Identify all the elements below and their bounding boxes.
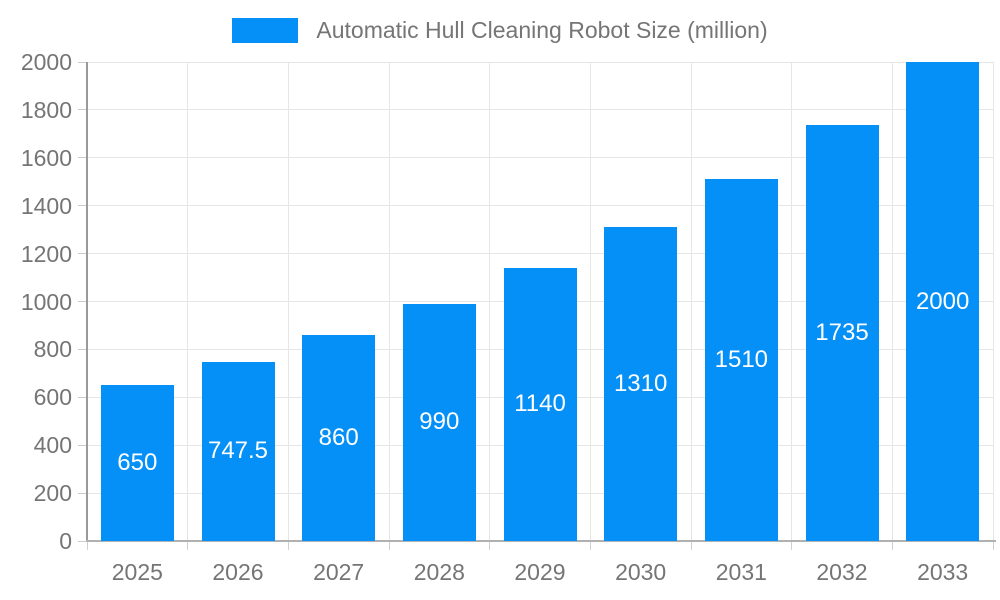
v-gridline bbox=[992, 62, 994, 541]
legend-item[interactable]: Automatic Hull Cleaning Robot Size (mill… bbox=[0, 17, 1000, 44]
v-gridline bbox=[287, 62, 289, 541]
v-gridline bbox=[489, 62, 491, 541]
bar-2027[interactable]: 860 bbox=[302, 335, 376, 541]
x-axis-line bbox=[86, 540, 996, 542]
bar-2028[interactable]: 990 bbox=[402, 303, 476, 541]
y-axis-tick bbox=[78, 61, 86, 63]
x-axis-tick bbox=[388, 542, 390, 550]
h-gridline bbox=[87, 157, 993, 159]
y-axis-tick-label: 2000 bbox=[20, 49, 72, 75]
x-axis-tick bbox=[690, 542, 692, 550]
y-axis-tick-label: 0 bbox=[59, 528, 72, 554]
legend-swatch bbox=[232, 18, 299, 43]
x-axis-label-2030: 2030 bbox=[615, 559, 667, 585]
x-axis-tick bbox=[86, 542, 88, 550]
x-axis-label-2027: 2027 bbox=[313, 559, 365, 585]
y-axis-tick-label: 800 bbox=[33, 336, 72, 363]
v-gridline bbox=[187, 62, 189, 541]
h-gridline bbox=[87, 253, 993, 255]
bar-2031[interactable]: 1510 bbox=[704, 179, 778, 541]
v-gridline bbox=[589, 62, 591, 541]
x-axis-label-2032: 2032 bbox=[816, 559, 868, 585]
y-axis-tick bbox=[78, 396, 86, 398]
y-axis-tick bbox=[78, 348, 86, 350]
y-axis-line bbox=[86, 62, 88, 541]
v-gridline bbox=[891, 62, 893, 541]
y-axis-tick bbox=[78, 492, 86, 494]
bar-value-label: 650 bbox=[117, 449, 158, 477]
bar-value-label: 860 bbox=[318, 424, 359, 451]
bar-2026[interactable]: 747.5 bbox=[201, 361, 275, 541]
y-axis-tick bbox=[78, 444, 86, 446]
y-axis-tick-label: 1800 bbox=[20, 96, 72, 123]
bar-2029[interactable]: 1140 bbox=[503, 267, 577, 541]
y-axis-tick bbox=[78, 205, 86, 207]
h-gridline bbox=[87, 205, 993, 207]
y-axis-tick bbox=[78, 109, 86, 111]
legend-label: Automatic Hull Cleaning Robot Size (mill… bbox=[316, 17, 768, 43]
x-axis-tick bbox=[791, 542, 793, 550]
bar-2025[interactable]: 650 bbox=[100, 385, 174, 541]
bar-2033[interactable]: 2000 bbox=[906, 62, 980, 541]
y-axis-tick-label: 1400 bbox=[20, 192, 72, 219]
x-axis-tick bbox=[489, 542, 491, 550]
y-axis-tick-label: 1200 bbox=[20, 240, 72, 267]
y-axis-tick-label: 600 bbox=[33, 384, 72, 411]
bar-value-label: 2000 bbox=[915, 287, 970, 315]
y-axis-tick bbox=[78, 540, 86, 542]
h-gridline bbox=[87, 61, 993, 63]
x-axis-label-2029: 2029 bbox=[514, 559, 566, 585]
bar-value-label: 1510 bbox=[714, 346, 769, 374]
bar-2032[interactable]: 1735 bbox=[805, 125, 879, 541]
bar-value-label: 990 bbox=[419, 408, 460, 436]
y-axis-tick-label: 400 bbox=[33, 432, 72, 459]
x-axis-label-2028: 2028 bbox=[413, 559, 465, 585]
x-axis-tick bbox=[992, 542, 994, 550]
y-axis-tick bbox=[78, 253, 86, 255]
x-axis-tick bbox=[891, 542, 893, 550]
v-gridline bbox=[388, 62, 390, 541]
x-axis-label-2031: 2031 bbox=[715, 559, 767, 585]
x-axis-tick bbox=[589, 542, 591, 550]
y-axis-tick bbox=[78, 301, 86, 302]
v-gridline bbox=[791, 62, 793, 541]
x-axis-tick bbox=[187, 542, 189, 550]
v-gridline bbox=[690, 62, 692, 541]
x-axis-label-2026: 2026 bbox=[212, 559, 264, 585]
bar-value-label: 1735 bbox=[815, 319, 869, 347]
bar-value-label: 747.5 bbox=[207, 437, 269, 465]
bar-value-label: 1140 bbox=[514, 390, 566, 418]
h-gridline bbox=[87, 109, 993, 111]
x-axis-label-2033: 2033 bbox=[917, 559, 969, 585]
bar-value-label: 1310 bbox=[613, 370, 668, 398]
y-axis-tick-label: 1000 bbox=[20, 288, 72, 315]
x-axis-tick bbox=[287, 542, 289, 550]
y-axis-tick bbox=[78, 157, 86, 159]
y-axis-tick-label: 200 bbox=[33, 480, 72, 507]
x-axis-label-2025: 2025 bbox=[111, 559, 163, 585]
bar-2030[interactable]: 1310 bbox=[604, 227, 678, 541]
y-axis-tick-label: 1600 bbox=[20, 144, 72, 171]
